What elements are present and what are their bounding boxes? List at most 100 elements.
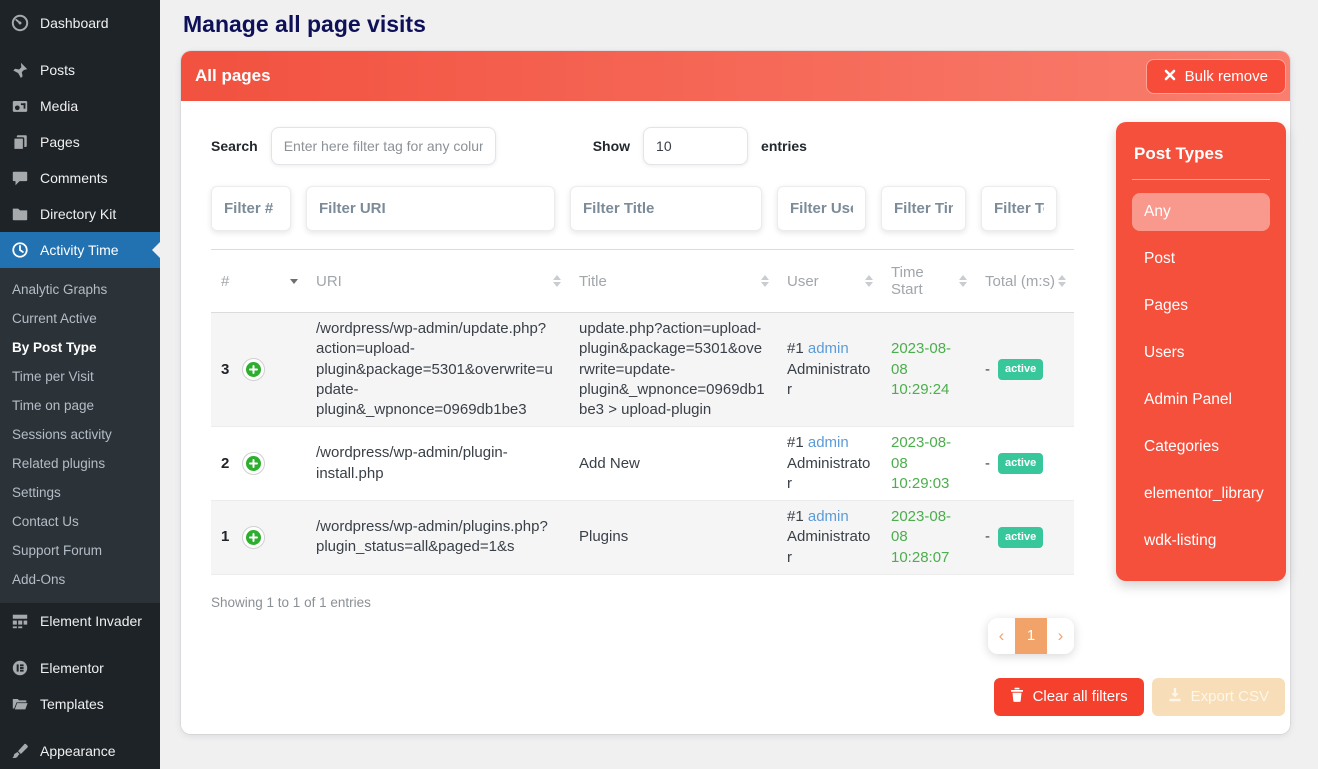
pagination-page-1-button[interactable]: 1 <box>1015 617 1047 654</box>
menu-separator <box>0 41 160 52</box>
sidebar-item-dashboard[interactable]: Dashboard <box>0 5 160 41</box>
submenu-item-related-plugins[interactable]: Related plugins <box>12 456 106 471</box>
table-region: Search Show entries <box>211 127 1074 654</box>
expand-row-button[interactable] <box>242 452 266 476</box>
sidebar-item-label: Posts <box>40 62 76 78</box>
submenu-item-add-ons[interactable]: Add-Ons <box>12 572 66 587</box>
post-type-categories[interactable]: Categories <box>1144 438 1219 455</box>
user-link[interactable]: admin <box>807 434 849 452</box>
bulk-remove-button[interactable]: Bulk remove <box>1145 58 1286 94</box>
sidebar-item-activity-time[interactable]: Activity Time <box>0 232 160 268</box>
column-header-user[interactable]: User <box>777 250 881 312</box>
clear-filters-button[interactable]: Clear all filters <box>993 677 1144 716</box>
sidebar-item-posts[interactable]: Posts <box>0 52 160 88</box>
page-title: Manage all page visits <box>183 11 426 37</box>
submenu-item-time-on-page[interactable]: Time on page <box>12 398 95 413</box>
all-pages-card: All pages Bulk remove Search Show <box>181 51 1290 734</box>
title-cell: update.php?action=upload-plugin&package=… <box>579 320 765 418</box>
filter-num-input[interactable] <box>211 186 291 231</box>
expand-row-button[interactable] <box>242 525 266 549</box>
elementor-icon <box>10 658 30 678</box>
submenu-item-analytic-graphs[interactable]: Analytic Graphs <box>12 282 108 297</box>
sidebar-item-label: Media <box>40 98 79 114</box>
submenu-item-by-post-type[interactable]: By Post Type <box>12 340 97 355</box>
submenu-item-sessions-activity[interactable]: Sessions activity <box>12 427 112 442</box>
uri-cell: /wordpress/wp-admin/update.php?action=up… <box>316 320 553 418</box>
sidebar-item-templates[interactable]: Templates <box>0 686 160 722</box>
export-csv-button[interactable]: Export CSV <box>1151 677 1285 716</box>
user-link[interactable]: admin <box>807 508 849 525</box>
title-cell: Add New <box>579 454 640 472</box>
sidebar-item-element-invader[interactable]: Element Invader <box>0 603 160 639</box>
post-type-elementor-library[interactable]: elementor_library <box>1144 485 1264 502</box>
status-badge: active <box>998 453 1044 475</box>
user-id: #1 <box>787 508 804 525</box>
filter-user-input[interactable] <box>777 186 866 231</box>
column-header-num[interactable]: # <box>211 250 306 312</box>
submenu-item-time-per-visit[interactable]: Time per Visit <box>12 369 94 384</box>
post-type-any[interactable]: Any <box>1132 193 1270 231</box>
sidebar-item-label: Dashboard <box>40 15 109 31</box>
sidebar-item-label: Comments <box>40 170 108 186</box>
filter-total-input[interactable] <box>981 186 1057 231</box>
filter-uri-input[interactable] <box>306 186 555 231</box>
submenu-item-support-forum[interactable]: Support Forum <box>12 543 103 558</box>
divider <box>1132 179 1270 180</box>
submenu-item-contact-us[interactable]: Contact Us <box>12 514 79 529</box>
sidebar-item-appearance[interactable]: Appearance <box>0 733 160 769</box>
card-header: All pages Bulk remove <box>181 51 1290 101</box>
row-number: 2 <box>221 454 230 472</box>
post-types-panel: Post Types Any Post Pages Users Admin Pa… <box>1116 122 1286 581</box>
post-type-pages[interactable]: Pages <box>1144 297 1188 314</box>
user-cell: #1 admin Administrator <box>777 501 881 574</box>
pages-icon <box>10 132 30 152</box>
user-id: #1 <box>787 340 804 358</box>
total-cell: - active <box>975 521 1074 554</box>
sort-icon <box>290 278 298 284</box>
comment-icon <box>10 168 30 188</box>
sort-icon <box>761 275 769 287</box>
user-link[interactable]: admin <box>807 340 849 358</box>
main-content: Manage all page visits All pages Bulk re… <box>160 0 1318 769</box>
post-type-wdk-listing[interactable]: wdk-listing <box>1144 532 1217 549</box>
visits-table: # URI Title <box>211 249 1074 575</box>
post-type-admin-panel[interactable]: Admin Panel <box>1144 391 1232 408</box>
submenu-item-settings[interactable]: Settings <box>12 485 61 500</box>
column-header-uri[interactable]: URI <box>306 250 569 312</box>
filter-title-input[interactable] <box>570 186 762 231</box>
clear-filters-label: Clear all filters <box>1032 688 1128 706</box>
export-csv-label: Export CSV <box>1190 688 1269 706</box>
time-start-cell: 2023-08-08 10:28:07 <box>891 508 952 566</box>
sidebar-item-pages[interactable]: Pages <box>0 124 160 160</box>
clock-icon <box>10 240 30 260</box>
status-badge: active <box>998 359 1044 381</box>
open-folder-icon <box>10 694 30 714</box>
expand-row-button[interactable] <box>242 358 266 382</box>
post-type-users[interactable]: Users <box>1144 344 1185 361</box>
search-input[interactable] <box>270 127 496 165</box>
pagination-prev-button[interactable]: ‹ <box>988 617 1015 654</box>
sidebar-item-label: Pages <box>40 134 80 150</box>
sidebar-item-directory-kit[interactable]: Directory Kit <box>0 196 160 232</box>
total-value: - <box>985 528 990 546</box>
table-row: 1 /wordpress/wp-admin/plugins.php?plugin… <box>211 501 1074 575</box>
sidebar-item-comments[interactable]: Comments <box>0 160 160 196</box>
sidebar-item-media[interactable]: Media <box>0 88 160 124</box>
column-header-time-start[interactable]: Time Start <box>881 250 975 312</box>
sort-icon <box>1058 275 1066 287</box>
user-role: Administrator <box>787 528 871 566</box>
sort-icon <box>553 275 561 287</box>
pagination-next-button[interactable]: › <box>1047 617 1074 654</box>
column-header-title[interactable]: Title <box>569 250 777 312</box>
sidebar-item-elementor[interactable]: Elementor <box>0 650 160 686</box>
download-icon <box>1168 687 1182 706</box>
row-number: 1 <box>221 528 230 546</box>
menu-separator <box>0 722 160 733</box>
column-header-total[interactable]: Total (m:s) <box>975 250 1074 312</box>
entries-label: entries <box>761 138 807 154</box>
show-entries-input[interactable] <box>643 127 749 165</box>
post-type-post[interactable]: Post <box>1144 250 1176 267</box>
filter-time-input[interactable] <box>881 186 966 231</box>
submenu-item-current-active[interactable]: Current Active <box>12 311 97 326</box>
